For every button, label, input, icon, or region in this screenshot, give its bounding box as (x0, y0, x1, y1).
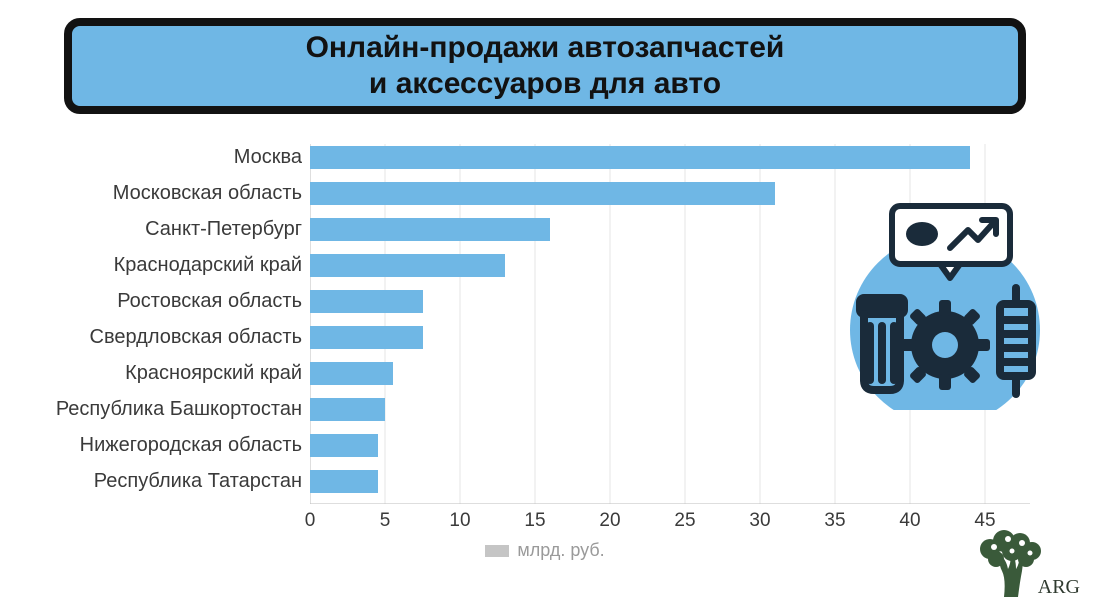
y-label: Республика Татарстан (94, 470, 302, 493)
x-tick: 20 (599, 510, 620, 532)
x-tick: 5 (380, 510, 391, 532)
arg-logo: ARG (960, 529, 1080, 599)
title-frame: Онлайн-продажи автозапчастей и аксессуар… (64, 18, 1026, 114)
y-label: Краснодарский край (114, 254, 302, 277)
logo-text: ARG (1038, 576, 1080, 599)
y-label: Москва (234, 146, 302, 169)
y-label: Ростовская область (117, 290, 302, 313)
y-label: Свердловская область (90, 326, 302, 349)
x-tick: 10 (449, 510, 470, 532)
legend: млрд. руб. (40, 540, 1050, 561)
legend-label: млрд. руб. (517, 540, 604, 560)
y-label: Московская область (113, 182, 302, 205)
chart-title: Онлайн-продажи автозапчастей и аксессуар… (306, 30, 785, 102)
autoparts-icon (840, 200, 1050, 410)
x-tick: 25 (674, 510, 695, 532)
legend-swatch (485, 545, 509, 557)
x-tick: 40 (899, 510, 920, 532)
y-label: Нижегородская область (80, 434, 302, 457)
x-tick: 30 (749, 510, 770, 532)
y-label: Республика Башкортостан (56, 398, 302, 421)
x-tick: 0 (305, 510, 316, 532)
x-tick: 15 (524, 510, 545, 532)
y-label: Санкт-Петербург (145, 218, 302, 241)
x-tick: 35 (824, 510, 845, 532)
y-label: Красноярский край (125, 362, 302, 385)
